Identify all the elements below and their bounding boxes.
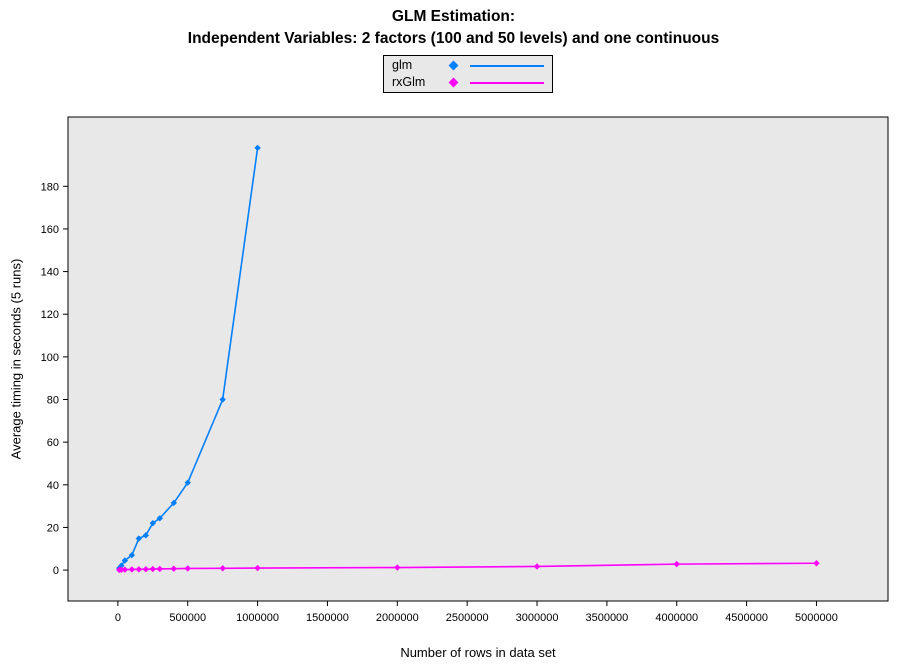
legend-label-rxglm: rxGlm xyxy=(392,75,426,89)
data-point-rxGlm xyxy=(813,560,820,567)
chart-title-line1: GLM Estimation: xyxy=(391,8,516,25)
data-point-glm xyxy=(135,535,143,542)
chart-title-line2: Independent Variables: 2 factors (100 an… xyxy=(187,30,720,47)
data-point-rxGlm xyxy=(156,565,163,573)
data-point-glm xyxy=(254,144,261,152)
legend-line-glm xyxy=(470,64,544,67)
data-point-rxGlm xyxy=(673,560,680,568)
data-point-rxGlm xyxy=(135,566,143,573)
data-point-rxGlm xyxy=(219,565,226,572)
chart-title: GLM Estimation: Independent Variables: 2… xyxy=(0,6,907,50)
x-tick-label: 4500000 xyxy=(725,612,768,624)
x-tick-label: 3000000 xyxy=(516,612,559,624)
data-point-rxGlm xyxy=(121,566,129,573)
data-point-glm xyxy=(219,396,226,403)
data-point-glm xyxy=(121,557,129,564)
x-tick-label: 1500000 xyxy=(306,612,349,624)
data-point-rxGlm xyxy=(118,566,125,573)
x-tick-label: 1000000 xyxy=(236,612,279,624)
x-tick-label: 2000000 xyxy=(376,612,419,624)
x-tick-label: 3500000 xyxy=(585,612,628,624)
series-line-rxGlm xyxy=(119,562,817,571)
x-axis-title: Number of rows in data set xyxy=(400,645,556,660)
legend-item-glm: glm xyxy=(392,58,544,73)
data-point-rxGlm xyxy=(394,564,401,571)
y-tick-label: 140 xyxy=(41,267,59,279)
data-point-rxGlm xyxy=(184,565,191,572)
data-point-rxGlm xyxy=(128,566,136,573)
data-point-glm xyxy=(149,519,157,527)
data-point-glm xyxy=(156,515,163,522)
x-tick-label: 500000 xyxy=(169,612,206,624)
y-tick-label: 120 xyxy=(41,309,59,321)
data-point-rxGlm xyxy=(149,565,157,573)
data-point-rxGlm xyxy=(254,564,261,572)
y-axis-title: Average timing in seconds (5 runs) xyxy=(8,258,24,460)
y-tick-label: 160 xyxy=(41,224,59,236)
data-point-glm xyxy=(128,551,136,559)
data-point-rxGlm xyxy=(170,565,177,572)
data-point-glm xyxy=(184,479,191,486)
data-point-glm xyxy=(118,562,125,569)
y-tick-label: 40 xyxy=(47,480,59,492)
y-tick-label: 80 xyxy=(47,395,59,407)
data-point-rxGlm xyxy=(142,566,150,573)
x-tick-label: 0 xyxy=(115,612,121,624)
y-tick-label: 20 xyxy=(47,522,59,534)
legend: glm rxGlm xyxy=(383,55,553,93)
data-point-glm xyxy=(170,499,177,507)
x-tick-label: 5000000 xyxy=(795,612,838,624)
y-tick-label: 60 xyxy=(47,437,59,449)
data-point-glm xyxy=(142,532,150,539)
data-point-rxGlm xyxy=(533,563,541,570)
y-tick-label: 100 xyxy=(41,352,59,364)
legend-label-glm: glm xyxy=(392,58,413,72)
legend-item-rxglm: rxGlm xyxy=(392,75,544,90)
legend-line-rxglm xyxy=(470,81,544,84)
x-tick-label: 2500000 xyxy=(446,612,489,624)
y-tick-label: 0 xyxy=(53,565,59,577)
x-tick-label: 4000000 xyxy=(655,612,698,624)
y-tick-label: 180 xyxy=(41,181,59,193)
plot-panel xyxy=(67,116,889,602)
